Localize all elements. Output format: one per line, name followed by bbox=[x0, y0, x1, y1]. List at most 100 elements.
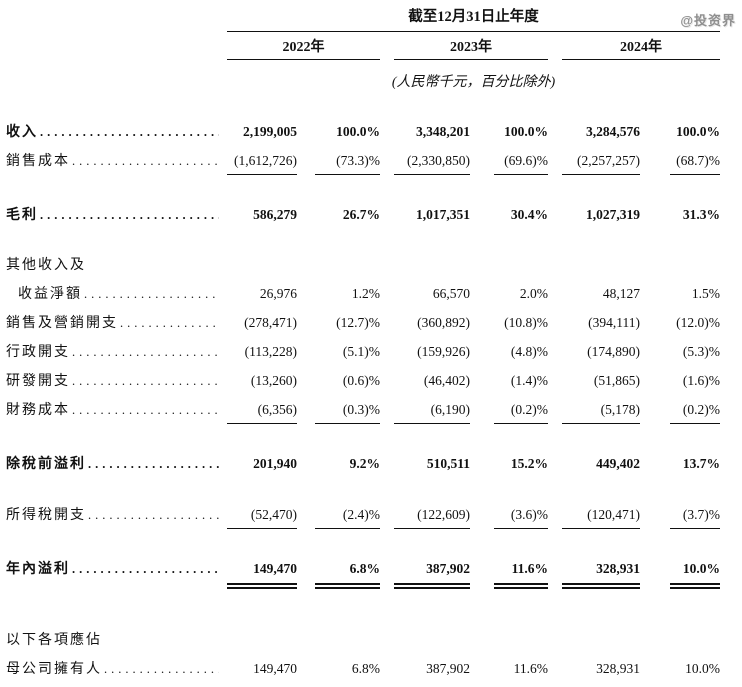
table-unit-note-row: (人民幣千元，百分比除外) bbox=[6, 60, 742, 92]
row-label-cell: 行政開支 bbox=[6, 342, 227, 363]
table-row: 其他收入及 bbox=[6, 256, 742, 276]
value-cell: (69.6)% bbox=[494, 151, 548, 175]
table-row: 毛利 586,279 26.7% 1,017,351 30.4% 1,027,319 31.… bbox=[6, 205, 742, 226]
value-cell: 149,470 bbox=[253, 661, 297, 676]
row-label-cell: 研發開支 bbox=[6, 371, 227, 392]
value-cell: 1.5% bbox=[691, 286, 720, 301]
row-label-cell: 以下各項應佔 bbox=[6, 631, 227, 651]
value-cell: (3.6)% bbox=[494, 505, 548, 529]
value-cell: 13.7% bbox=[682, 456, 720, 471]
dot-leader bbox=[88, 505, 219, 525]
value-cell: 26,976 bbox=[259, 286, 297, 301]
value-cell: 11.6% bbox=[513, 661, 548, 676]
value-cell: 328,931 bbox=[562, 559, 640, 589]
value-cell: 100.0% bbox=[504, 124, 548, 139]
watermark: @投资界 bbox=[680, 13, 736, 28]
value-cell: (122,609) bbox=[394, 505, 470, 529]
dot-leader bbox=[72, 371, 219, 391]
row-label-cell: 年內溢利 bbox=[6, 559, 227, 589]
value-cell: (52,470) bbox=[227, 505, 297, 529]
table-row: 銷售及營銷開支 (278,471) (12.7)% (360,892) (10.8)% (… bbox=[6, 313, 742, 334]
table-body: 收入 2,199,005 100.0% 3,348,201 100.0% 3,284,57… bbox=[6, 122, 742, 680]
table-row: 收入 2,199,005 100.0% 3,348,201 100.0% 3,284,57… bbox=[6, 122, 742, 143]
value-cell: (5.3)% bbox=[682, 344, 720, 359]
row-label-cell: 除稅前溢利 bbox=[6, 454, 227, 475]
value-cell: 449,402 bbox=[596, 456, 640, 471]
label-column-spacer bbox=[6, 32, 227, 60]
value-cell: 201,940 bbox=[253, 456, 297, 471]
value-cell: 30.4% bbox=[510, 207, 548, 222]
value-cell: (6,356) bbox=[227, 400, 297, 424]
value-cell: 6.8% bbox=[351, 661, 380, 676]
value-cell: (4.8)% bbox=[510, 344, 548, 359]
value-cell: 2.0% bbox=[519, 286, 548, 301]
table-row: 行政開支 (113,228) (5.1)% (159,926) (4.8)% (174,8… bbox=[6, 342, 742, 363]
value-cell: 510,511 bbox=[426, 456, 470, 471]
period-header: 截至12月31日止年度 bbox=[227, 8, 720, 32]
label-column-spacer bbox=[6, 60, 227, 92]
row-label: 以下各項應佔 bbox=[6, 633, 102, 648]
dot-leader bbox=[40, 205, 219, 225]
row-label: 銷售及營銷開支 bbox=[6, 316, 118, 331]
row-label: 毛利 bbox=[6, 208, 38, 223]
row-label: 所得稅開支 bbox=[6, 508, 86, 523]
row-label-cell: 毛利 bbox=[6, 205, 227, 226]
dot-leader bbox=[40, 122, 219, 142]
value-cell: 387,902 bbox=[426, 661, 470, 676]
row-label-cell: 其他收入及 bbox=[6, 256, 227, 276]
year-header-2024: 2024年 bbox=[562, 39, 720, 60]
dot-leader bbox=[72, 342, 219, 362]
row-label-cell: 銷售及營銷開支 bbox=[6, 313, 227, 334]
row-label-cell: 母公司擁有人 bbox=[6, 659, 227, 680]
value-cell: (1.4)% bbox=[510, 373, 548, 388]
table-row: 研發開支 (13,260) (0.6)% (46,402) (1.4)% (51,865)… bbox=[6, 371, 742, 392]
value-cell: 100.0% bbox=[676, 124, 720, 139]
row-label: 其他收入及 bbox=[6, 258, 86, 273]
dot-leader bbox=[120, 313, 219, 333]
value-cell: 11.6% bbox=[494, 559, 548, 589]
value-cell: 2,199,005 bbox=[243, 124, 297, 139]
table-period-header-row: 截至12月31日止年度 bbox=[6, 8, 742, 32]
row-label-cell: 收入 bbox=[6, 122, 227, 143]
row-label: 銷售成本 bbox=[6, 154, 70, 169]
dot-leader bbox=[84, 284, 219, 304]
value-cell: 3,348,201 bbox=[416, 124, 470, 139]
value-cell: 1,017,351 bbox=[416, 207, 470, 222]
value-cell: (0.2)% bbox=[670, 400, 720, 424]
value-cell: (68.7)% bbox=[670, 151, 720, 175]
row-label: 母公司擁有人 bbox=[6, 662, 102, 677]
table-row: 以下各項應佔 bbox=[6, 631, 742, 651]
label-column-spacer bbox=[6, 8, 227, 32]
table-row: 年內溢利 149,470 6.8% 387,902 11.6% 328,931 10.0% bbox=[6, 559, 742, 589]
row-label: 收入 bbox=[6, 125, 38, 140]
dot-leader bbox=[88, 454, 219, 474]
value-cell: (394,111) bbox=[588, 315, 640, 330]
value-cell: 149,470 bbox=[227, 559, 297, 589]
value-cell: (73.3)% bbox=[315, 151, 380, 175]
table-year-header-row: 2022年 2023年 2024年 bbox=[6, 32, 742, 60]
table-row: 除稅前溢利 201,940 9.2% 510,511 15.2% 449,402 13.7% bbox=[6, 454, 742, 475]
value-cell: 100.0% bbox=[336, 124, 380, 139]
dot-leader bbox=[72, 559, 219, 579]
year-header-2022: 2022年 bbox=[227, 39, 380, 60]
value-cell: (360,892) bbox=[417, 315, 470, 330]
value-cell: 66,570 bbox=[432, 286, 470, 301]
dot-leader bbox=[72, 400, 219, 420]
value-cell: 26.7% bbox=[342, 207, 380, 222]
value-cell: (51,865) bbox=[593, 373, 640, 388]
value-cell: (1,612,726) bbox=[227, 151, 297, 175]
value-cell: (5,178) bbox=[562, 400, 640, 424]
value-cell: (12.7)% bbox=[336, 315, 380, 330]
row-label-cell: 所得稅開支 bbox=[6, 505, 227, 529]
row-label: 行政開支 bbox=[6, 345, 70, 360]
value-cell: 15.2% bbox=[510, 456, 548, 471]
value-cell: (2,257,257) bbox=[562, 151, 640, 175]
table-row: 母公司擁有人 149,470 6.8% 387,902 11.6% 328,931 10.0… bbox=[6, 659, 742, 680]
value-cell: 328,931 bbox=[596, 661, 640, 676]
value-cell: (1.6)% bbox=[682, 373, 720, 388]
value-cell: (278,471) bbox=[244, 315, 297, 330]
table-row: 收益淨額 26,976 1.2% 66,570 2.0% 48,127 1.5% bbox=[6, 284, 742, 305]
unit-note: (人民幣千元，百分比除外) bbox=[391, 75, 556, 90]
value-cell: (0.2)% bbox=[494, 400, 548, 424]
